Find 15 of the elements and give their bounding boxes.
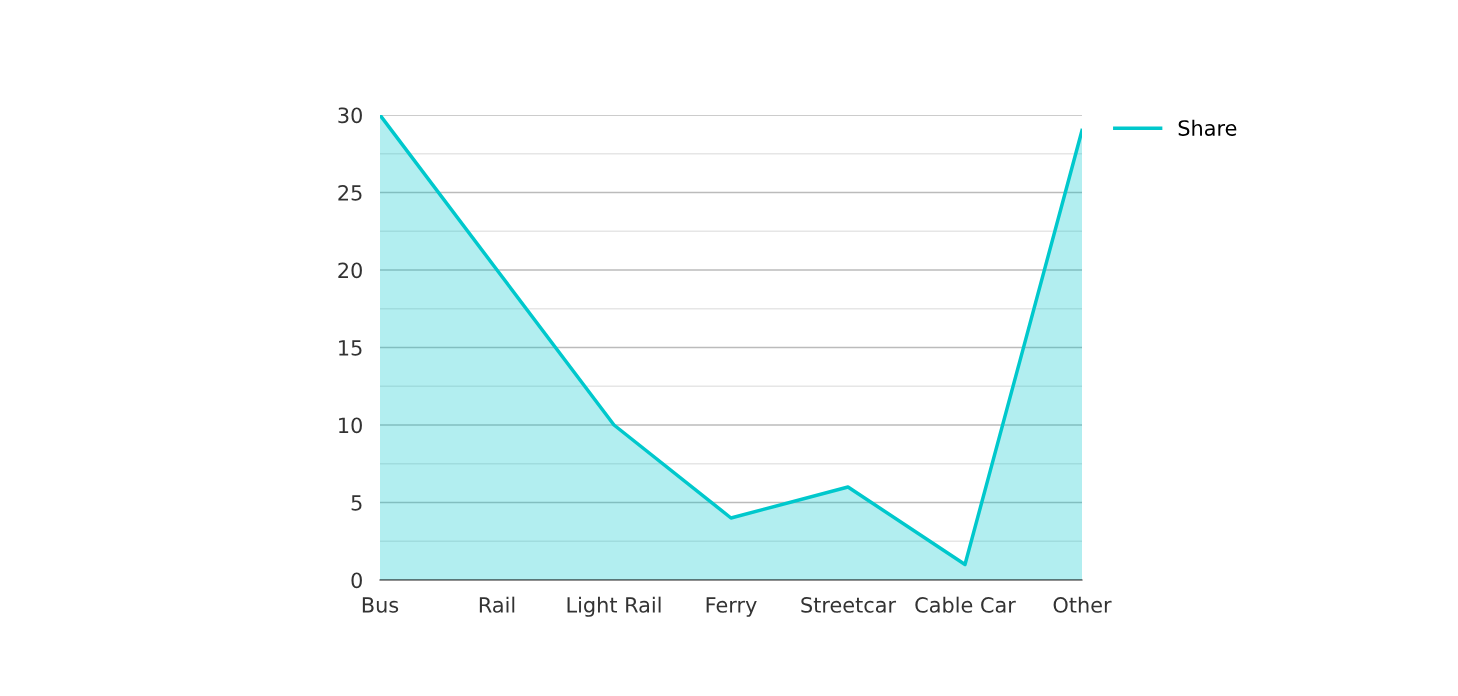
x-tick-label: Rail	[479, 596, 515, 613]
x-tick-label: Light Rail	[567, 596, 661, 617]
y-tick-label: 15	[339, 340, 362, 356]
x-tick-label: Ferry	[706, 597, 757, 617]
y-tick-label: 25	[338, 184, 362, 201]
x-tick-label: Bus	[362, 597, 399, 613]
y-tick-label: 0	[351, 572, 362, 589]
y-tick-label: 30	[338, 107, 362, 124]
x-tick-label: Cable Car	[915, 596, 1016, 613]
y-tick-label: 5	[351, 495, 362, 511]
x-tick-label: Other	[1053, 596, 1112, 613]
y-tick-label: 10	[339, 417, 362, 434]
legend-label: Share	[1178, 119, 1237, 136]
y-tick-label: 20	[338, 262, 362, 279]
x-tick-label: Streetcar	[801, 597, 897, 613]
